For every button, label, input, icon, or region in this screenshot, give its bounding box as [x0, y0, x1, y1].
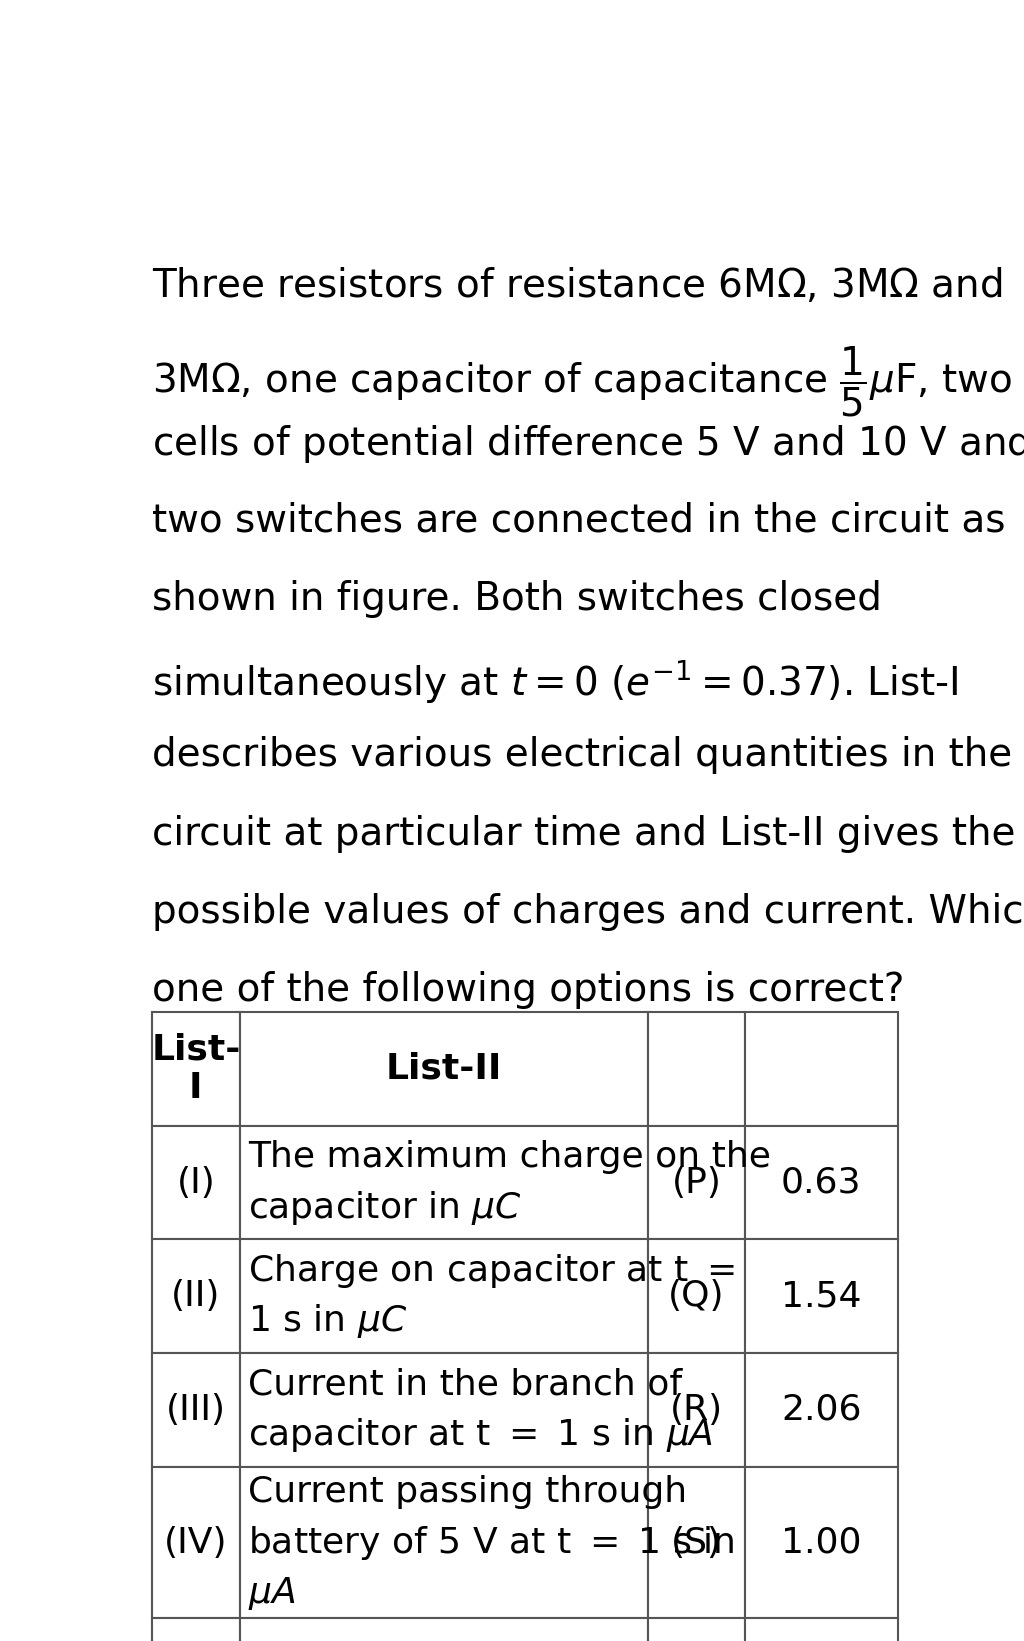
- Bar: [744, 1354, 898, 1467]
- Text: one of the following options is correct?: one of the following options is correct?: [152, 971, 904, 1009]
- Text: circuit at particular time and List-II gives the: circuit at particular time and List-II g…: [152, 816, 1016, 853]
- Bar: [240, 1012, 648, 1126]
- Text: two switches are connected in the circuit as: two switches are connected in the circui…: [152, 502, 1006, 540]
- Text: Current in the branch of: Current in the branch of: [248, 1367, 682, 1401]
- Text: 2.06: 2.06: [781, 1393, 861, 1428]
- Text: (II): (II): [171, 1280, 220, 1313]
- Text: capacitor at t $=$ 1 s in $\mu A$: capacitor at t $=$ 1 s in $\mu A$: [248, 1416, 713, 1454]
- Text: Charge on capacitor at t $=$: Charge on capacitor at t $=$: [248, 1252, 734, 1290]
- Text: describes various electrical quantities in the: describes various electrical quantities …: [152, 737, 1012, 775]
- Text: 1 s in $\mu C$: 1 s in $\mu C$: [248, 1303, 407, 1341]
- Text: simultaneously at $t = 0\ (e^{-1} = 0.37)$. List-I: simultaneously at $t = 0\ (e^{-1} = 0.37…: [152, 658, 958, 706]
- Text: Current passing through: Current passing through: [248, 1475, 687, 1510]
- Text: (I): (I): [176, 1165, 215, 1200]
- Text: Three resistors of resistance $6\mathrm{M\Omega}$, $3\mathrm{M\Omega}$ and: Three resistors of resistance $6\mathrm{…: [152, 266, 1002, 305]
- Bar: [744, 1012, 898, 1126]
- Text: 0.63: 0.63: [781, 1165, 861, 1200]
- Bar: [240, 1618, 648, 1641]
- Text: List-
I: List- I: [152, 1032, 241, 1106]
- Text: 1.54: 1.54: [781, 1280, 861, 1313]
- Bar: [744, 1467, 898, 1618]
- Text: List-II: List-II: [386, 1052, 502, 1086]
- Bar: [152, 1126, 240, 1239]
- Text: shown in figure. Both switches closed: shown in figure. Both switches closed: [152, 579, 882, 617]
- Text: $\mu A$: $\mu A$: [248, 1575, 296, 1611]
- Bar: [744, 1126, 898, 1239]
- Text: The maximum charge on the: The maximum charge on the: [248, 1140, 771, 1175]
- Bar: [152, 1467, 240, 1618]
- Text: $3\mathrm{M\Omega}$, one capacitor of capacitance $\dfrac{1}{5}\mu\mathrm{F}$, t: $3\mathrm{M\Omega}$, one capacitor of ca…: [152, 345, 1012, 418]
- Bar: [152, 1618, 240, 1641]
- Bar: [240, 1467, 648, 1618]
- Bar: [648, 1126, 744, 1239]
- Bar: [648, 1354, 744, 1467]
- Text: (Q): (Q): [668, 1280, 725, 1313]
- Bar: [648, 1618, 744, 1641]
- Bar: [648, 1239, 744, 1354]
- Text: (III): (III): [166, 1393, 226, 1428]
- Bar: [744, 1618, 898, 1641]
- Text: battery of $5\ \mathrm{V}$ at t $=$ 1 s in: battery of $5\ \mathrm{V}$ at t $=$ 1 s …: [248, 1523, 734, 1562]
- Bar: [240, 1239, 648, 1354]
- Text: cells of potential difference $5\ \mathrm{V}$ and $10\ \mathrm{V}$ and: cells of potential difference $5\ \mathr…: [152, 423, 1024, 464]
- Bar: [648, 1012, 744, 1126]
- Text: (P): (P): [672, 1165, 721, 1200]
- Bar: [648, 1467, 744, 1618]
- Bar: [152, 1239, 240, 1354]
- Bar: [240, 1126, 648, 1239]
- Text: (IV): (IV): [164, 1526, 227, 1559]
- Text: 1.00: 1.00: [781, 1526, 861, 1559]
- Text: possible values of charges and current. Which: possible values of charges and current. …: [152, 893, 1024, 930]
- Bar: [152, 1012, 240, 1126]
- Text: capacitor in $\mu C$: capacitor in $\mu C$: [248, 1188, 522, 1227]
- Text: (R): (R): [670, 1393, 723, 1428]
- Bar: [744, 1239, 898, 1354]
- Text: (S): (S): [671, 1526, 722, 1559]
- Bar: [152, 1354, 240, 1467]
- Bar: [240, 1354, 648, 1467]
